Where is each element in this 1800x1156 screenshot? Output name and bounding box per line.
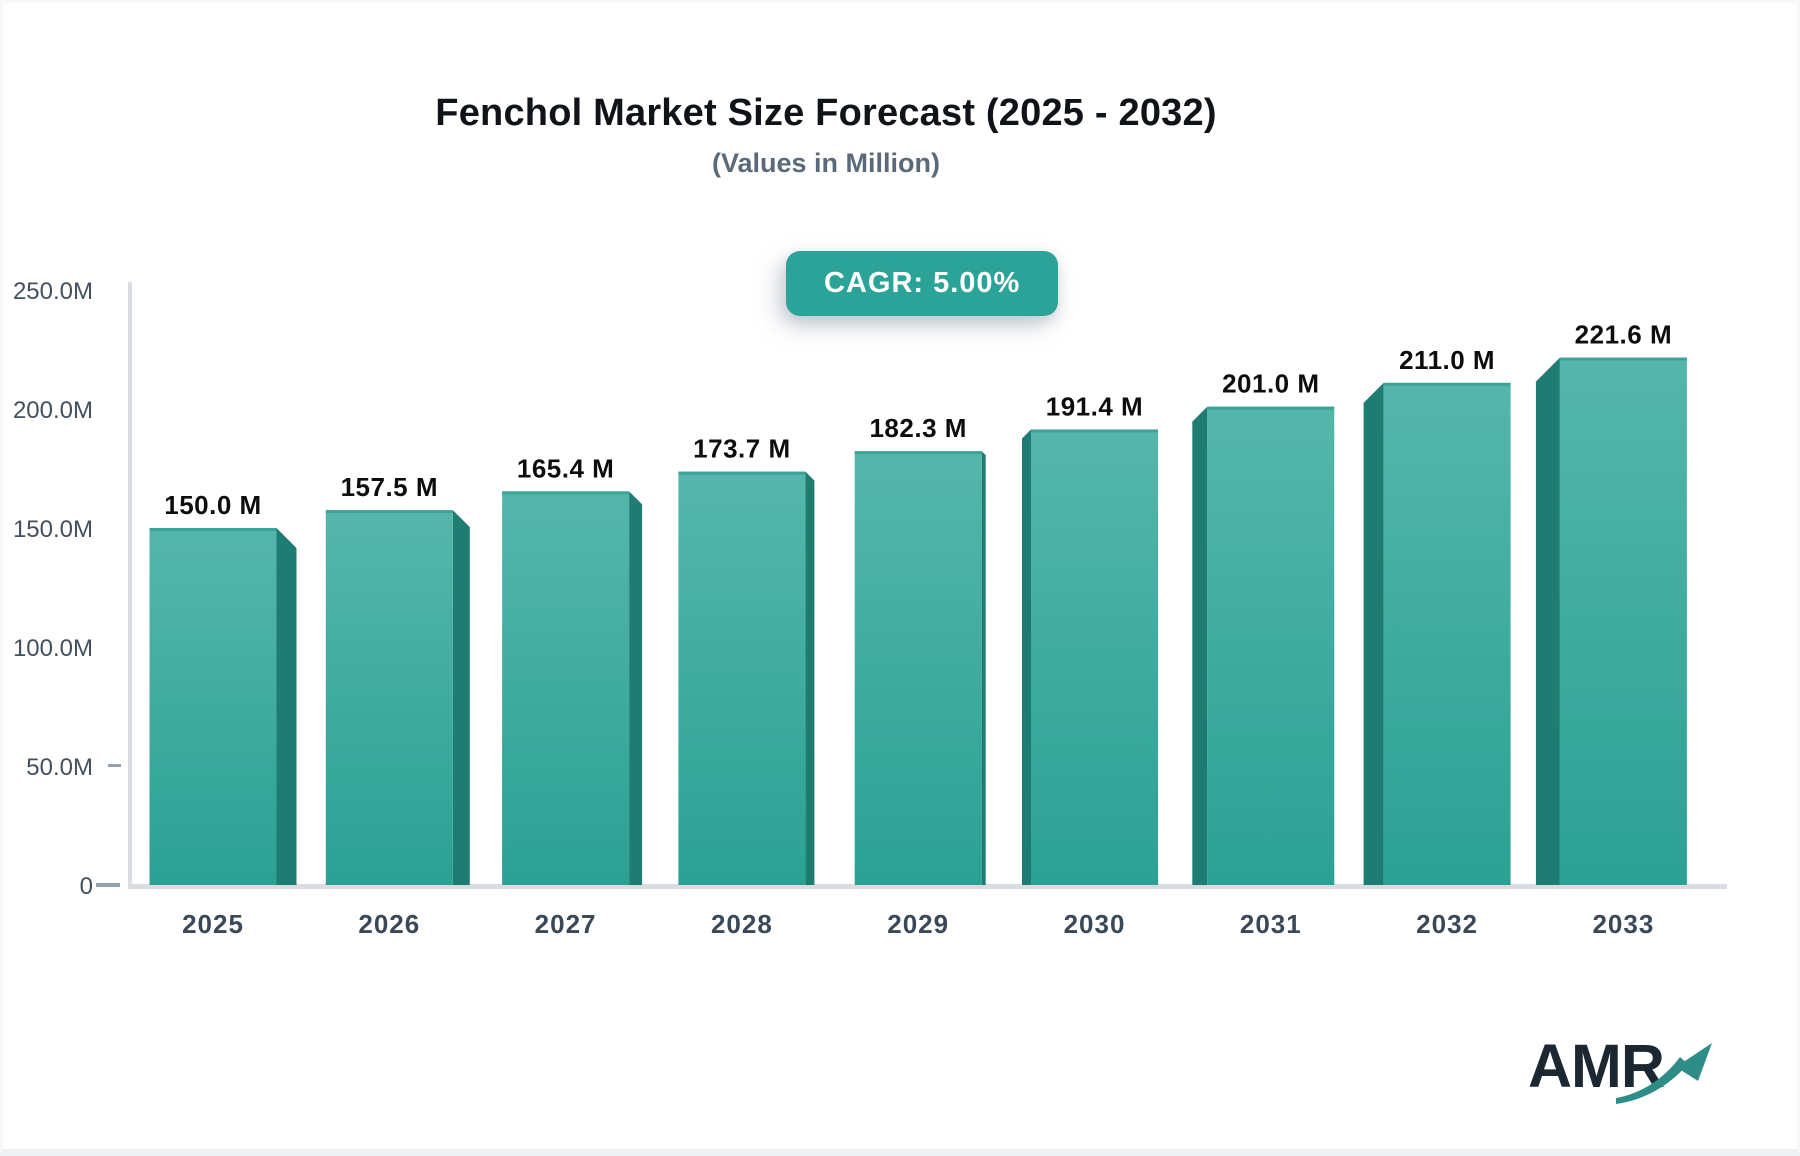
chart-title: Fenchol Market Size Forecast (2025 - 203… bbox=[435, 92, 1217, 134]
bar-value-label: 191.4 M bbox=[1046, 391, 1143, 421]
bar-top-edge bbox=[1559, 357, 1687, 361]
bar-value-label: 201.0 M bbox=[1222, 369, 1319, 399]
bar-top-edge bbox=[1383, 382, 1511, 386]
bar-face bbox=[502, 491, 630, 885]
x-axis-label: 2029 bbox=[887, 909, 949, 939]
bar-face bbox=[325, 510, 453, 885]
bar-face bbox=[1031, 429, 1158, 885]
bar-top-edge bbox=[1031, 429, 1158, 433]
bar-group-2031: 201.0 M 2031 bbox=[1192, 369, 1335, 939]
bar-top-edge bbox=[1207, 406, 1335, 410]
bar-value-label: 165.4 M bbox=[517, 453, 614, 483]
bar-group-2027: 165.4 M 2027 bbox=[502, 453, 643, 939]
x-axis-label: 2031 bbox=[1240, 909, 1302, 939]
bar-top-edge bbox=[325, 510, 453, 514]
y-axis-tick bbox=[96, 883, 120, 887]
y-axis-label: 50.0M bbox=[26, 754, 93, 781]
y-axis-label: 250.0M bbox=[13, 278, 93, 305]
bar-top-edge bbox=[678, 471, 806, 475]
bar-group-2025: 150.0 M 2025 bbox=[149, 490, 297, 939]
cagr-badge: CAGR: 5.00% bbox=[786, 251, 1059, 316]
x-axis-line bbox=[128, 884, 1727, 889]
bar-group-2030: 191.4 M 2030 bbox=[1022, 391, 1158, 939]
y-axis-label: 0 bbox=[80, 873, 93, 900]
chart-subtitle: (Values in Million) bbox=[711, 148, 941, 178]
bar-side bbox=[981, 451, 986, 885]
y-axis-tick bbox=[108, 764, 121, 767]
bar-value-label: 157.5 M bbox=[341, 472, 438, 502]
bar-face bbox=[1383, 382, 1511, 885]
amr-logo-text: AMR bbox=[1528, 1032, 1665, 1100]
bar-group-2029: 182.3 M 2029 bbox=[854, 413, 986, 939]
bar-value-label: 182.3 M bbox=[869, 413, 966, 443]
bar-value-label: 211.0 M bbox=[1399, 345, 1495, 375]
x-axis-label: 2030 bbox=[1064, 909, 1126, 939]
bar-face bbox=[1559, 357, 1687, 885]
bar-group-2032: 211.0 M 2032 bbox=[1363, 345, 1511, 939]
bar-value-label: 150.0 M bbox=[164, 490, 261, 520]
bar-top-edge bbox=[149, 528, 277, 531]
y-axis-label: 200.0M bbox=[13, 397, 93, 424]
bar-side bbox=[452, 510, 470, 885]
bar-side bbox=[276, 528, 297, 885]
x-axis-label: 2032 bbox=[1416, 909, 1478, 939]
bar-side bbox=[1192, 406, 1208, 885]
bar-face bbox=[1207, 406, 1335, 885]
bar-top-edge bbox=[854, 451, 982, 455]
growth-arrow-icon bbox=[1616, 1043, 1712, 1104]
x-axis-label: 2027 bbox=[535, 909, 597, 939]
bar-side bbox=[1535, 357, 1560, 885]
bar-face bbox=[854, 451, 982, 885]
y-axis-line bbox=[128, 282, 132, 888]
x-axis-label: 2026 bbox=[358, 909, 420, 939]
bar-group-2026: 157.5 M 2026 bbox=[325, 472, 470, 939]
bar-face bbox=[678, 471, 806, 885]
amr-logo: AMR bbox=[1528, 1036, 1728, 1116]
y-axis-label: 100.0M bbox=[13, 635, 93, 662]
y-axis-label: 150.0M bbox=[13, 516, 93, 543]
x-axis-label: 2028 bbox=[711, 909, 773, 939]
bar-side bbox=[1022, 429, 1031, 885]
bar-group-2033: 221.6 M 2033 bbox=[1535, 320, 1687, 939]
bar-group-2028: 173.7 M 2028 bbox=[678, 434, 815, 939]
cagr-badge-label: CAGR: 5.00% bbox=[824, 267, 1021, 299]
x-axis-label: 2033 bbox=[1592, 909, 1654, 939]
x-axis-label: 2025 bbox=[182, 909, 244, 939]
bar-side bbox=[805, 471, 815, 885]
bar-side bbox=[629, 491, 643, 885]
bar-top-edge bbox=[502, 491, 630, 495]
bar-value-label: 173.7 M bbox=[693, 434, 790, 464]
bar-value-label: 221.6 M bbox=[1575, 320, 1672, 350]
bar-face bbox=[149, 528, 277, 885]
bar-side bbox=[1363, 382, 1384, 885]
